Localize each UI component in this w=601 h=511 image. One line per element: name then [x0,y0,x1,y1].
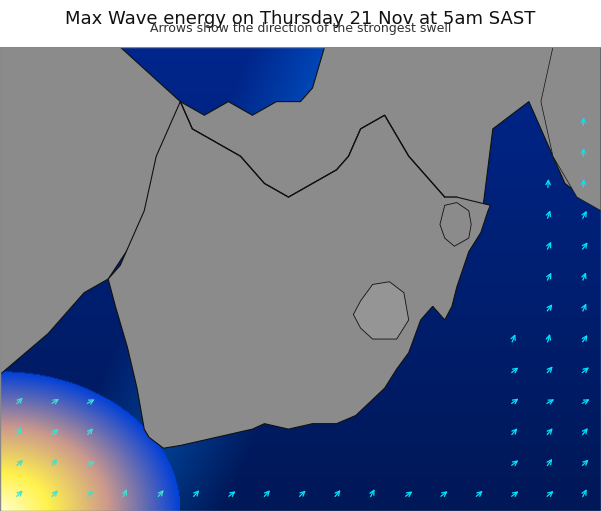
Polygon shape [0,47,180,375]
Text: Arrows show the direction of the strongest swell: Arrows show the direction of the stronge… [150,22,451,35]
Text: Max Wave energy on Thursday 21 Nov at 5am SAST: Max Wave energy on Thursday 21 Nov at 5a… [66,10,535,28]
Polygon shape [108,102,490,448]
Polygon shape [440,202,471,246]
Polygon shape [541,47,601,211]
Polygon shape [353,282,409,339]
Polygon shape [180,47,601,224]
